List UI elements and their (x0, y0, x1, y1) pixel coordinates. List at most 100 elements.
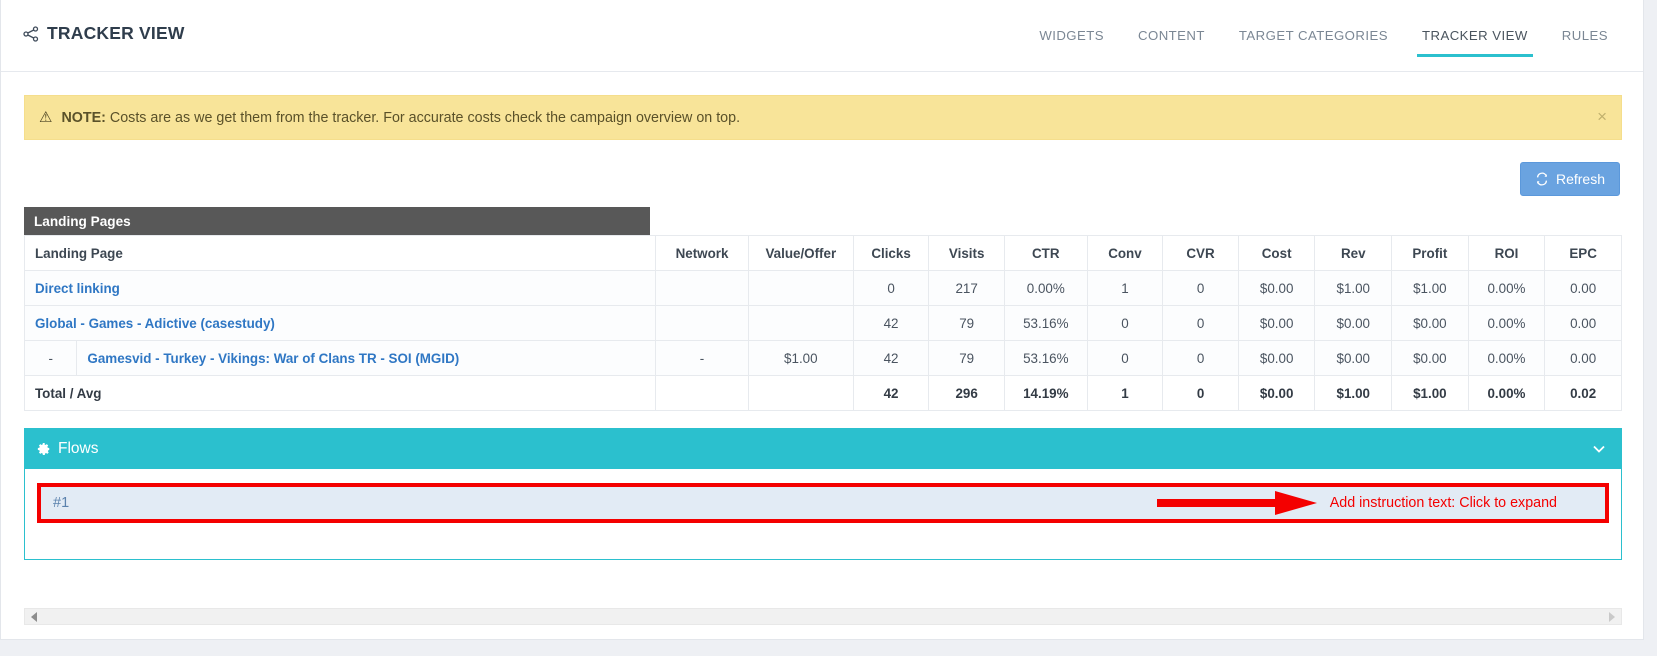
horizontal-scrollbar[interactable] (24, 608, 1622, 625)
table-total-row: Total / Avg 42 296 14.19% 1 0 $0.00 $1.0… (23, 375, 1622, 411)
cell-row-indent: - (23, 340, 78, 376)
flows-header[interactable]: Flows (25, 429, 1621, 469)
table-row: - Gamesvid - Turkey - Vikings: War of Cl… (23, 340, 1622, 376)
col-cvr[interactable]: CVR (1162, 235, 1239, 271)
cell-cvr: 0 (1162, 305, 1239, 341)
col-epc[interactable]: EPC (1544, 235, 1622, 271)
cell-total-rev: $1.00 (1314, 375, 1393, 411)
tab-target-categories[interactable]: TARGET CATEGORIES (1238, 28, 1388, 43)
tab-widgets[interactable]: WIDGETS (1039, 28, 1105, 43)
landing-page-link[interactable]: Gamesvid - Turkey - Vikings: War of Clan… (87, 350, 460, 366)
col-clicks[interactable]: Clicks (852, 235, 930, 271)
table-row: Direct linking 0 217 0.00% 1 0 $0.00 $1.… (23, 270, 1622, 306)
flow-id-label: #1 (53, 495, 70, 511)
cell-clicks: 42 (852, 340, 930, 376)
table-head: Landing Page Network Value/Offer Clicks … (23, 235, 1622, 271)
cell-epc: 0.00 (1544, 340, 1622, 376)
table-row: Global - Games - Adictive (casestudy) 42… (23, 305, 1622, 341)
cell-conv: 0 (1086, 305, 1164, 341)
cell-value-offer (747, 270, 854, 306)
cell-cost: $0.00 (1237, 270, 1316, 306)
cell-visits: 79 (928, 305, 1005, 341)
annotation-text: Add instruction text: Click to expand (1329, 495, 1557, 511)
cell-cost: $0.00 (1237, 305, 1316, 341)
table-body: Direct linking 0 217 0.00% 1 0 $0.00 $1.… (23, 270, 1622, 411)
cell-cvr: 0 (1162, 340, 1239, 376)
page-header: TRACKER VIEW WIDGETS CONTENT TARGET CATE… (1, 0, 1643, 72)
col-conv[interactable]: Conv (1086, 235, 1164, 271)
cell-total-label: Total / Avg (23, 375, 657, 411)
col-network[interactable]: Network (655, 235, 749, 271)
cell-rev: $0.00 (1314, 305, 1393, 341)
tab-content[interactable]: CONTENT (1138, 28, 1205, 43)
refresh-icon (1535, 172, 1549, 186)
cell-clicks: 42 (852, 305, 930, 341)
cell-total-visits: 296 (928, 375, 1005, 411)
cell-profit: $1.00 (1391, 270, 1469, 306)
cell-value-offer: $1.00 (747, 340, 854, 376)
cell-epc: 0.00 (1544, 305, 1622, 341)
cell-landing-page: Gamesvid - Turkey - Vikings: War of Clan… (76, 340, 657, 376)
landing-pages-panel: Landing Pages Landing Page Network Value… (23, 207, 1622, 411)
col-ctr[interactable]: CTR (1003, 235, 1088, 271)
cell-total-conv: 1 (1086, 375, 1164, 411)
cell-profit: $0.00 (1391, 305, 1469, 341)
cell-roi: 0.00% (1467, 305, 1546, 341)
triangle-right-icon[interactable] (1609, 611, 1615, 622)
col-rev[interactable]: Rev (1314, 235, 1393, 271)
cell-total-clicks: 42 (852, 375, 930, 411)
tab-rules[interactable]: RULES (1561, 28, 1608, 43)
landing-page-link[interactable]: Direct linking (35, 280, 120, 296)
flow-item-1[interactable]: #1 Add instruction text: Click to expand (37, 483, 1609, 523)
cell-conv: 0 (1086, 340, 1164, 376)
cell-conv: 1 (1086, 270, 1164, 306)
landing-page-link[interactable]: Global - Games - Adictive (casestudy) (35, 315, 275, 331)
refresh-button[interactable]: Refresh (1519, 162, 1620, 196)
triangle-left-icon[interactable] (31, 611, 37, 622)
col-cost[interactable]: Cost (1237, 235, 1316, 271)
warning-triangle-icon: ⚠ (39, 109, 53, 126)
cell-total-profit: $1.00 (1391, 375, 1469, 411)
cell-visits: 79 (928, 340, 1005, 376)
chevron-down-icon[interactable] (1591, 441, 1607, 457)
refresh-label: Refresh (1555, 171, 1605, 187)
landing-pages-table: Landing Page Network Value/Offer Clicks … (23, 235, 1622, 411)
tab-tracker-view[interactable]: TRACKER VIEW (1405, 22, 1545, 61)
table-header-row: Landing Page Network Value/Offer Clicks … (23, 235, 1622, 271)
col-roi[interactable]: ROI (1467, 235, 1546, 271)
cell-total-cost: $0.00 (1237, 375, 1316, 411)
cell-total-value-offer (747, 375, 854, 411)
cell-rev: $1.00 (1314, 270, 1393, 306)
col-value-offer[interactable]: Value/Offer (747, 235, 854, 271)
col-visits[interactable]: Visits (928, 235, 1005, 271)
cell-rev: $0.00 (1314, 340, 1393, 376)
cell-network: - (655, 340, 749, 376)
page-title-text: TRACKER VIEW (47, 23, 185, 43)
cell-landing-page: Global - Games - Adictive (casestudy) (23, 305, 657, 341)
cell-roi: 0.00% (1467, 270, 1546, 306)
cell-network (655, 270, 749, 306)
note-text: NOTE: Costs are as we get them from the … (61, 110, 740, 126)
cell-total-network (655, 375, 749, 411)
cell-cvr: 0 (1162, 270, 1239, 306)
cell-epc: 0.00 (1544, 270, 1622, 306)
cell-landing-page: Direct linking (23, 270, 657, 306)
page-title: TRACKER VIEW (23, 23, 185, 44)
flows-title: Flows (58, 440, 99, 457)
flows-panel: Flows #1 Add instruction text: Click to … (24, 428, 1622, 560)
cell-cost: $0.00 (1237, 340, 1316, 376)
col-profit[interactable]: Profit (1391, 235, 1469, 271)
flows-body: #1 Add instruction text: Click to expand (25, 469, 1621, 559)
close-icon[interactable]: × (1597, 107, 1607, 126)
cell-total-cvr: 0 (1162, 375, 1239, 411)
cell-visits: 217 (928, 270, 1005, 306)
content-card: TRACKER VIEW WIDGETS CONTENT TARGET CATE… (0, 0, 1644, 640)
annotation-arrow-icon (1157, 490, 1317, 516)
col-landing-page[interactable]: Landing Page (23, 235, 657, 271)
share-icon (23, 25, 39, 42)
note-banner: ⚠ NOTE: Costs are as we get them from th… (24, 95, 1622, 140)
gear-icon (37, 442, 51, 456)
note-label: NOTE: (61, 109, 106, 126)
cell-clicks: 0 (852, 270, 930, 306)
